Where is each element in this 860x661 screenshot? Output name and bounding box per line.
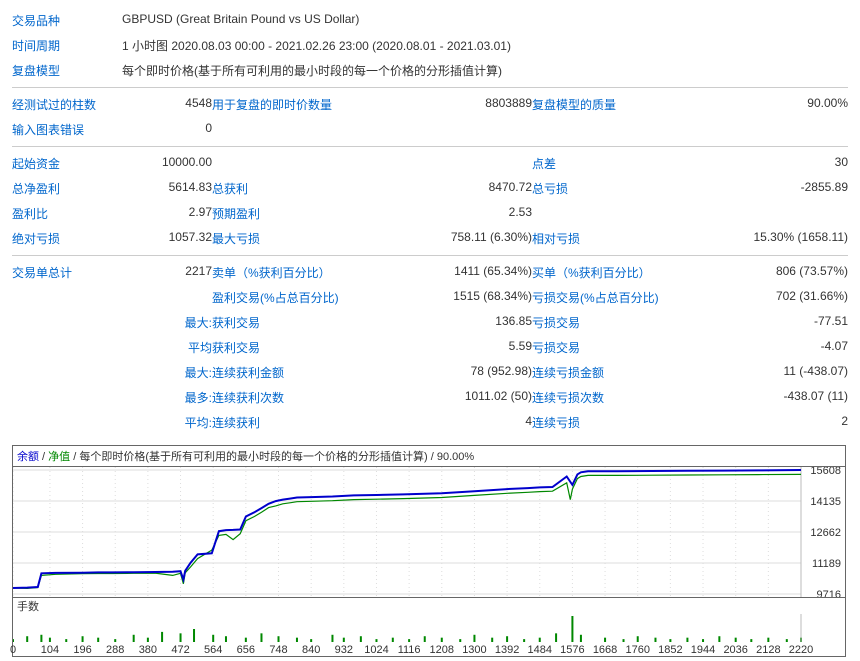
symbol-label: 交易品种 [12, 8, 122, 33]
avgl-label: 亏损交易 [532, 335, 702, 360]
stats-c-table: 交易单总计 2217 卖单（%获利百分比） 1411 (65.34%) 买单（%… [12, 260, 848, 435]
maxdd-val: 758.11 (6.30%) [412, 226, 532, 251]
conslc-label: 连续亏损次数 [532, 385, 702, 410]
svg-text:12662: 12662 [810, 527, 841, 539]
ticks-label: 用于复盘的即时价数量 [212, 92, 412, 117]
absdd-label: 绝对亏损 [12, 226, 122, 251]
avgp-val: 5.59 [412, 335, 532, 360]
mismatch-label: 输入图表错误 [12, 117, 122, 142]
conswc-label: 连续获利次数 [212, 385, 412, 410]
profittr-label: 盈利交易(%占总百分比) [212, 285, 412, 310]
ep-label: 预期盈利 [212, 201, 412, 226]
bars-label: 经测试过的柱数 [12, 92, 122, 117]
losstr-val: 702 (31.66%) [702, 285, 848, 310]
absdd-val: 1057.32 [122, 226, 212, 251]
svg-text:11189: 11189 [812, 558, 841, 570]
model-label: 复盘模型 [12, 58, 122, 83]
avgcw-val: 4 [412, 410, 532, 435]
quality-label: 复盘模型的质量 [532, 92, 702, 117]
lots-label: 手数 [13, 597, 845, 614]
avg2-h: 平均: [122, 410, 212, 435]
largest-h: 最大: [122, 310, 212, 335]
max3-h: 最多: [122, 385, 212, 410]
profittr-val: 1515 (68.34%) [412, 285, 532, 310]
total-label: 交易单总计 [12, 260, 122, 285]
conslc-val: -438.07 (11) [702, 385, 848, 410]
header-table: 交易品种 GBPUSD (Great Britain Pound vs US D… [12, 8, 848, 83]
net-val: 5614.83 [122, 176, 212, 201]
consla-label: 连续亏损金额 [532, 360, 702, 385]
net-label: 总净盈利 [12, 176, 122, 201]
largestp-label: 获利交易 [212, 310, 412, 335]
lots-plot [13, 614, 845, 642]
short-label: 卖单（%获利百分比） [212, 260, 412, 285]
initdep-val: 10000.00 [122, 151, 212, 176]
losstr-label: 亏损交易(%占总百分比) [532, 285, 702, 310]
largestp-val: 136.85 [412, 310, 532, 335]
spread-val: 30 [702, 151, 848, 176]
equity-chart: 余额 / 净值 / 每个即时价格(基于所有可利用的最小时段的每一个价格的分形插值… [12, 445, 846, 657]
legend-balance: 余额 [17, 451, 39, 463]
svg-text:14135: 14135 [810, 496, 841, 508]
conswa-val: 78 (952.98) [412, 360, 532, 385]
chart-legend: 余额 / 净值 / 每个即时价格(基于所有可利用的最小时段的每一个价格的分形插值… [13, 446, 845, 467]
grossl-label: 总亏损 [532, 176, 702, 201]
grossl-val: -2855.89 [702, 176, 848, 201]
avgl-val: -4.07 [702, 335, 848, 360]
symbol-value: GBPUSD (Great Britain Pound vs US Dollar… [122, 8, 848, 33]
consla-val: 11 (-438.07) [702, 360, 848, 385]
chart-plot: 15608 14135 12662 11189 9716 [13, 467, 845, 597]
ticks-val: 8803889 [412, 92, 532, 117]
legend-equity: 净值 [48, 451, 70, 463]
stats-a-table: 经测试过的柱数 4548 用于复盘的即时价数量 8803889 复盘模型的质量 … [12, 92, 848, 142]
conswa-label: 连续获利金额 [212, 360, 412, 385]
grossp-val: 8470.72 [412, 176, 532, 201]
spread-label: 点差 [532, 151, 702, 176]
reldd-label: 相对亏损 [532, 226, 702, 251]
pf-val: 2.97 [122, 201, 212, 226]
conswc-val: 1011.02 (50) [412, 385, 532, 410]
avgcl-label: 连续亏损 [532, 410, 702, 435]
stats-b-table: 起始资金 10000.00 点差 30 总净盈利 5614.83 总获利 847… [12, 151, 848, 251]
avgp-label: 获利交易 [212, 335, 412, 360]
reldd-val: 15.30% (1658.11) [702, 226, 848, 251]
maxdd-label: 最大亏损 [212, 226, 412, 251]
max2-h: 最大: [122, 360, 212, 385]
quality-val: 90.00% [702, 92, 848, 117]
x-axis: 0104196288380472564656748840932102411161… [13, 642, 845, 656]
legend-text: / 每个即时价格(基于所有可利用的最小时段的每一个价格的分形插值计算) / 90… [70, 451, 474, 463]
period-label: 时间周期 [12, 33, 122, 58]
avgcl-val: 2 [702, 410, 848, 435]
largestl-label: 亏损交易 [532, 310, 702, 335]
model-value: 每个即时价格(基于所有可利用的最小时段的每一个价格的分形插值计算) [122, 58, 848, 83]
mismatch-val: 0 [122, 117, 212, 142]
pf-label: 盈利比 [12, 201, 122, 226]
total-val: 2217 [122, 260, 212, 285]
period-value: 1 小时图 2020.08.03 00:00 - 2021.02.26 23:0… [122, 33, 848, 58]
svg-text:15608: 15608 [810, 467, 841, 477]
initdep-label: 起始资金 [12, 151, 122, 176]
long-val: 806 (73.57%) [702, 260, 848, 285]
grossp-label: 总获利 [212, 176, 412, 201]
svg-text:9716: 9716 [817, 589, 841, 597]
long-label: 买单（%获利百分比） [532, 260, 702, 285]
short-val: 1411 (65.34%) [412, 260, 532, 285]
bars-val: 4548 [122, 92, 212, 117]
avgcw-label: 连续获利 [212, 410, 412, 435]
ep-val: 2.53 [412, 201, 532, 226]
largestl-val: -77.51 [702, 310, 848, 335]
avg-h: 平均 [122, 335, 212, 360]
